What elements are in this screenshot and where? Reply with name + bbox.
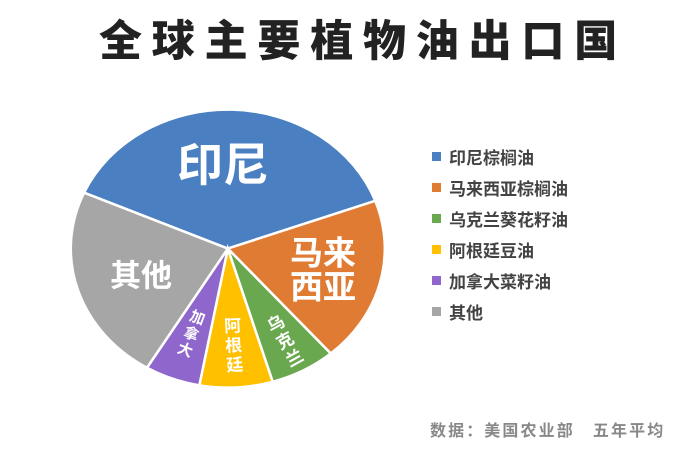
svg-text:印尼: 印尼 [177,139,269,191]
svg-text:根: 根 [225,336,243,356]
svg-text:阿: 阿 [224,316,242,336]
svg-text:其他: 其他 [110,259,172,294]
svg-text:廷: 廷 [226,355,244,375]
svg-text:西亚: 西亚 [290,269,356,306]
svg-text:马来: 马来 [290,235,356,272]
